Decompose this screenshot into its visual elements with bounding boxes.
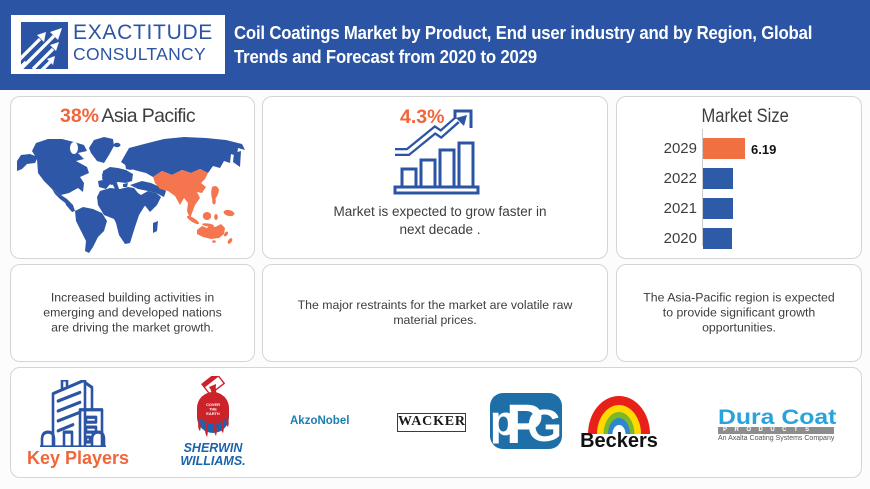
- svg-text:COVER: COVER: [206, 402, 220, 407]
- svg-text:THE: THE: [209, 407, 217, 412]
- svg-text:EARTH: EARTH: [206, 411, 220, 416]
- svg-text:WILLIAMS.: WILLIAMS.: [180, 454, 245, 468]
- svg-text:SHERWIN: SHERWIN: [184, 441, 244, 455]
- svg-text:G: G: [527, 400, 562, 449]
- svg-text:P: P: [506, 393, 543, 449]
- svg-text:p: p: [490, 397, 516, 444]
